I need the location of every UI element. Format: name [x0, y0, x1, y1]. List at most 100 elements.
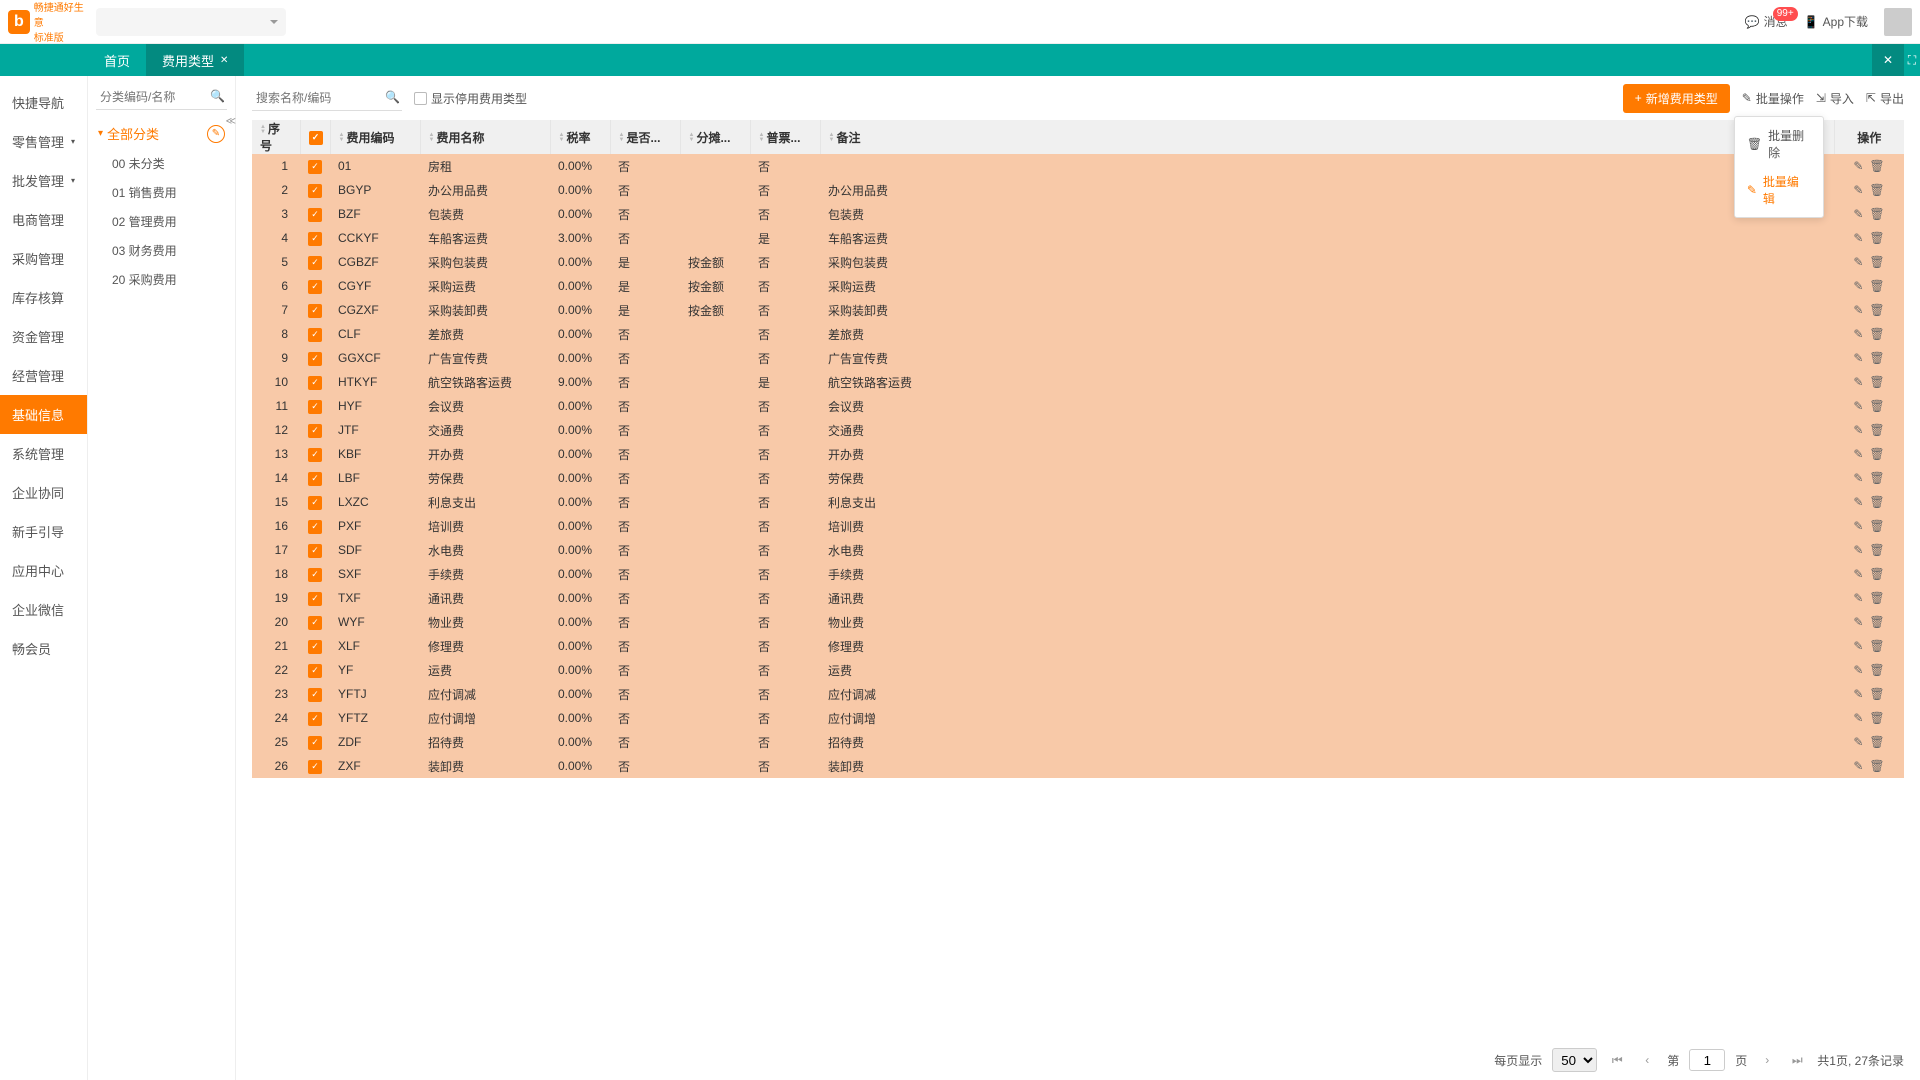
delete-row-icon[interactable]: 🗑 [1869, 423, 1884, 437]
cell-check[interactable]: ✓ [300, 370, 330, 394]
delete-row-icon[interactable]: 🗑 [1869, 447, 1884, 461]
batch-edit-item[interactable]: ✎ 批量编辑 [1735, 167, 1823, 213]
cell-check[interactable]: ✓ [300, 514, 330, 538]
sidebar-item[interactable]: 经营管理 [0, 356, 87, 395]
cell-check[interactable]: ✓ [300, 418, 330, 442]
table-row[interactable]: 14✓LBF劳保费0.00%否否劳保费✎🗑 [252, 466, 1904, 490]
edit-row-icon[interactable]: ✎ [1853, 591, 1863, 605]
close-icon[interactable]: ✕ [220, 55, 228, 66]
col-check[interactable]: ✓ [300, 120, 330, 154]
delete-row-icon[interactable]: 🗑 [1869, 615, 1884, 629]
search-icon[interactable]: 🔍 [385, 90, 400, 104]
cell-check[interactable]: ✓ [300, 250, 330, 274]
table-row[interactable]: 20✓WYF物业费0.00%否否物业费✎🗑 [252, 610, 1904, 634]
category-item[interactable]: 20 采购费用 [88, 265, 235, 294]
delete-row-icon[interactable]: 🗑 [1869, 471, 1884, 485]
first-page-button[interactable]: ⏮ [1607, 1050, 1627, 1070]
table-row[interactable]: 22✓YF运费0.00%否否运费✎🗑 [252, 658, 1904, 682]
sidebar-item[interactable]: 企业微信 [0, 590, 87, 629]
edit-row-icon[interactable]: ✎ [1853, 639, 1863, 653]
sidebar-item[interactable]: 快捷导航 [0, 83, 87, 122]
cell-check[interactable]: ✓ [300, 442, 330, 466]
col-is[interactable]: ▲▼是否... [610, 120, 680, 154]
delete-row-icon[interactable]: 🗑 [1869, 759, 1884, 773]
sidebar-item[interactable]: 企业协同 [0, 473, 87, 512]
edit-row-icon[interactable]: ✎ [1853, 375, 1863, 389]
edit-row-icon[interactable]: ✎ [1853, 495, 1863, 509]
edit-row-icon[interactable]: ✎ [1853, 399, 1863, 413]
edit-row-icon[interactable]: ✎ [1853, 735, 1863, 749]
category-search-input[interactable] [96, 84, 227, 110]
edit-row-icon[interactable]: ✎ [1853, 567, 1863, 581]
cell-check[interactable]: ✓ [300, 298, 330, 322]
sidebar-item[interactable]: 应用中心 [0, 551, 87, 590]
batch-ops-button[interactable]: ✎ 批量操作 🗑 批量删除 ✎ 批量编辑 [1742, 90, 1804, 107]
delete-row-icon[interactable]: 🗑 [1869, 399, 1884, 413]
cell-check[interactable]: ✓ [300, 178, 330, 202]
table-row[interactable]: 23✓YFTJ应付调减0.00%否否应付调减✎🗑 [252, 682, 1904, 706]
delete-row-icon[interactable]: 🗑 [1869, 183, 1884, 197]
col-rate[interactable]: ▲▼税率 [550, 120, 610, 154]
table-row[interactable]: 12✓JTF交通费0.00%否否交通费✎🗑 [252, 418, 1904, 442]
edit-row-icon[interactable]: ✎ [1853, 519, 1863, 533]
cell-check[interactable]: ✓ [300, 586, 330, 610]
col-index[interactable]: ▲▼序号 [252, 120, 300, 154]
per-page-select[interactable]: 50 [1552, 1048, 1597, 1072]
delete-row-icon[interactable]: 🗑 [1869, 255, 1884, 269]
delete-row-icon[interactable]: 🗑 [1869, 519, 1884, 533]
sidebar-item[interactable]: 批发管理▾ [0, 161, 87, 200]
edit-row-icon[interactable]: ✎ [1853, 303, 1863, 317]
table-row[interactable]: 1✓01房租0.00%否否✎🗑 [252, 154, 1904, 178]
delete-row-icon[interactable]: 🗑 [1869, 207, 1884, 221]
sidebar-item[interactable]: 库存核算 [0, 278, 87, 317]
table-row[interactable]: 13✓KBF开办费0.00%否否开办费✎🗑 [252, 442, 1904, 466]
delete-row-icon[interactable]: 🗑 [1869, 543, 1884, 557]
table-row[interactable]: 19✓TXF通讯费0.00%否否通讯费✎🗑 [252, 586, 1904, 610]
sidebar-item[interactable]: 畅会员 [0, 629, 87, 668]
table-row[interactable]: 5✓CGBZF采购包装费0.00%是按金额否采购包装费✎🗑 [252, 250, 1904, 274]
edit-row-icon[interactable]: ✎ [1853, 615, 1863, 629]
category-item[interactable]: 02 管理费用 [88, 207, 235, 236]
edit-row-icon[interactable]: ✎ [1853, 159, 1863, 173]
edit-row-icon[interactable]: ✎ [1853, 351, 1863, 365]
cell-check[interactable]: ✓ [300, 346, 330, 370]
col-remark[interactable]: ▲▼备注 [820, 120, 1834, 154]
edit-row-icon[interactable]: ✎ [1853, 207, 1863, 221]
cell-check[interactable]: ✓ [300, 466, 330, 490]
avatar[interactable] [1884, 8, 1912, 36]
cell-check[interactable]: ✓ [300, 682, 330, 706]
table-row[interactable]: 2✓BGYP办公用品费0.00%否否办公用品费✎🗑 [252, 178, 1904, 202]
edit-row-icon[interactable]: ✎ [1853, 663, 1863, 677]
table-row[interactable]: 21✓XLF修理费0.00%否否修理费✎🗑 [252, 634, 1904, 658]
table-row[interactable]: 10✓HTKYF航空铁路客运费9.00%否是航空铁路客运费✎🗑 [252, 370, 1904, 394]
sidebar-item[interactable]: 基础信息 [0, 395, 87, 434]
table-row[interactable]: 25✓ZDF招待费0.00%否否招待费✎🗑 [252, 730, 1904, 754]
edit-row-icon[interactable]: ✎ [1853, 447, 1863, 461]
prev-page-button[interactable]: ‹ [1637, 1050, 1657, 1070]
last-page-button[interactable]: ⏭ [1787, 1050, 1807, 1070]
tab-home[interactable]: 首页 [88, 44, 146, 76]
cell-check[interactable]: ✓ [300, 202, 330, 226]
app-download-button[interactable]: 📱 App下载 [1804, 13, 1868, 30]
sidebar-item[interactable]: 采购管理 [0, 239, 87, 278]
col-name[interactable]: ▲▼费用名称 [420, 120, 550, 154]
delete-row-icon[interactable]: 🗑 [1869, 279, 1884, 293]
cell-check[interactable]: ✓ [300, 274, 330, 298]
edit-row-icon[interactable]: ✎ [1853, 471, 1863, 485]
cell-check[interactable]: ✓ [300, 610, 330, 634]
col-ticket[interactable]: ▲▼普票... [750, 120, 820, 154]
close-all-tabs-button[interactable]: ✕ [1872, 44, 1904, 76]
cell-check[interactable]: ✓ [300, 538, 330, 562]
delete-row-icon[interactable]: 🗑 [1869, 711, 1884, 725]
table-row[interactable]: 7✓CGZXF采购装卸费0.00%是按金额否采购装卸费✎🗑 [252, 298, 1904, 322]
category-all[interactable]: ▾ 全部分类 ✎ [88, 118, 235, 149]
delete-row-icon[interactable]: 🗑 [1869, 591, 1884, 605]
category-item[interactable]: 03 财务费用 [88, 236, 235, 265]
table-row[interactable]: 9✓GGXCF广告宣传费0.00%否否广告宣传费✎🗑 [252, 346, 1904, 370]
messages-button[interactable]: 💬 消息 99+ [1745, 13, 1788, 30]
edit-row-icon[interactable]: ✎ [1853, 255, 1863, 269]
next-page-button[interactable]: › [1757, 1050, 1777, 1070]
table-row[interactable]: 11✓HYF会议费0.00%否否会议费✎🗑 [252, 394, 1904, 418]
category-item[interactable]: 00 未分类 [88, 149, 235, 178]
delete-row-icon[interactable]: 🗑 [1869, 639, 1884, 653]
